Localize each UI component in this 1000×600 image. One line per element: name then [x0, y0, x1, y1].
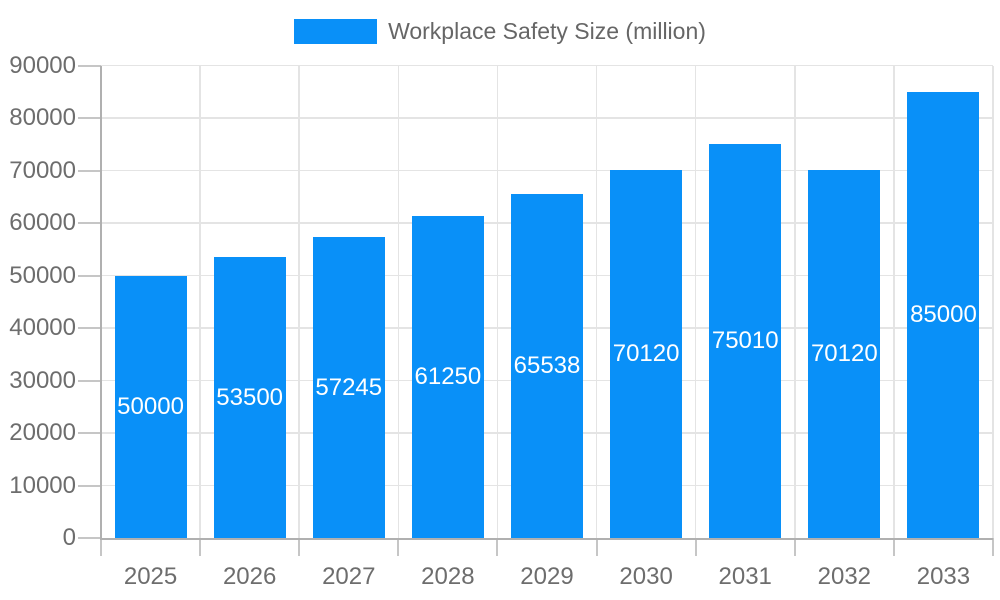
x-tick-mark: [100, 538, 102, 556]
x-tick-mark: [298, 538, 301, 556]
x-tick-mark: [496, 538, 499, 556]
bar-2031[interactable]: [709, 144, 782, 538]
y-axis-line: [100, 65, 102, 538]
y-axis-tick-label: 30000: [9, 366, 76, 394]
y-tick-mark: [78, 379, 101, 382]
y-tick-mark: [78, 484, 101, 487]
bar-2032[interactable]: [808, 169, 881, 538]
legend-swatch: [294, 18, 378, 44]
y-axis-tick-label: 90000: [9, 51, 76, 79]
bar-2028[interactable]: [411, 216, 484, 538]
x-axis-tick-label: 2029: [520, 563, 574, 590]
y-axis-tick-label: 80000: [9, 104, 76, 131]
y-axis-tick-label: 0: [62, 524, 76, 551]
legend[interactable]: Workplace Safety Size (million): [0, 16, 1000, 46]
y-tick-mark: [78, 169, 101, 172]
x-axis-line: [100, 538, 993, 540]
x-gridline: [694, 65, 697, 538]
bar-2026[interactable]: [213, 257, 286, 538]
y-axis-tick-label: 70000: [9, 156, 76, 184]
y-axis-tick-label: 40000: [9, 314, 76, 341]
x-axis-tick-label: 2025: [123, 563, 178, 590]
y-tick-mark: [78, 274, 101, 277]
y-gridline: [101, 64, 993, 67]
x-gridline: [893, 65, 895, 538]
y-axis-tick-label: 50000: [9, 261, 76, 289]
x-gridline: [199, 65, 201, 538]
x-gridline: [397, 65, 400, 538]
x-tick-mark: [992, 538, 994, 556]
y-tick-mark: [78, 327, 101, 329]
x-gridline: [794, 65, 796, 538]
x-axis-tick-label: 2030: [619, 563, 673, 590]
bar-2027[interactable]: [312, 237, 385, 538]
x-axis-tick-label: 2028: [421, 563, 475, 590]
x-axis-tick-label: 2031: [718, 563, 772, 590]
bar-2030[interactable]: [610, 169, 683, 538]
y-axis-tick-label: 20000: [9, 419, 76, 446]
x-gridline: [496, 65, 499, 538]
y-tick-mark: [78, 432, 101, 434]
x-gridline: [595, 65, 598, 538]
x-gridline: [992, 65, 994, 538]
x-tick-mark: [892, 538, 895, 556]
bar-2025[interactable]: [114, 275, 187, 538]
x-tick-mark: [694, 538, 697, 556]
x-tick-mark: [793, 538, 796, 556]
x-gridline: [298, 65, 300, 538]
x-tick-mark: [397, 538, 400, 556]
y-tick-mark: [78, 117, 101, 119]
x-tick-mark: [595, 538, 598, 556]
y-axis-tick-label: 10000: [9, 471, 76, 499]
y-axis-tick-label: 60000: [9, 209, 76, 236]
bar-2029[interactable]: [511, 193, 583, 538]
bar-2033[interactable]: [907, 91, 980, 538]
y-tick-mark: [78, 537, 101, 539]
x-axis-tick-label: 2026: [222, 563, 277, 590]
x-tick-mark: [199, 538, 202, 556]
y-tick-mark: [78, 64, 101, 67]
x-axis-tick-label: 2027: [322, 563, 376, 590]
x-axis-tick-label: 2033: [916, 563, 971, 590]
y-gridline: [101, 117, 993, 119]
x-axis-tick-label: 2032: [817, 563, 872, 590]
y-tick-mark: [78, 222, 101, 224]
y-gridline: [101, 169, 993, 172]
legend-label: Workplace Safety Size (million): [388, 17, 706, 44]
